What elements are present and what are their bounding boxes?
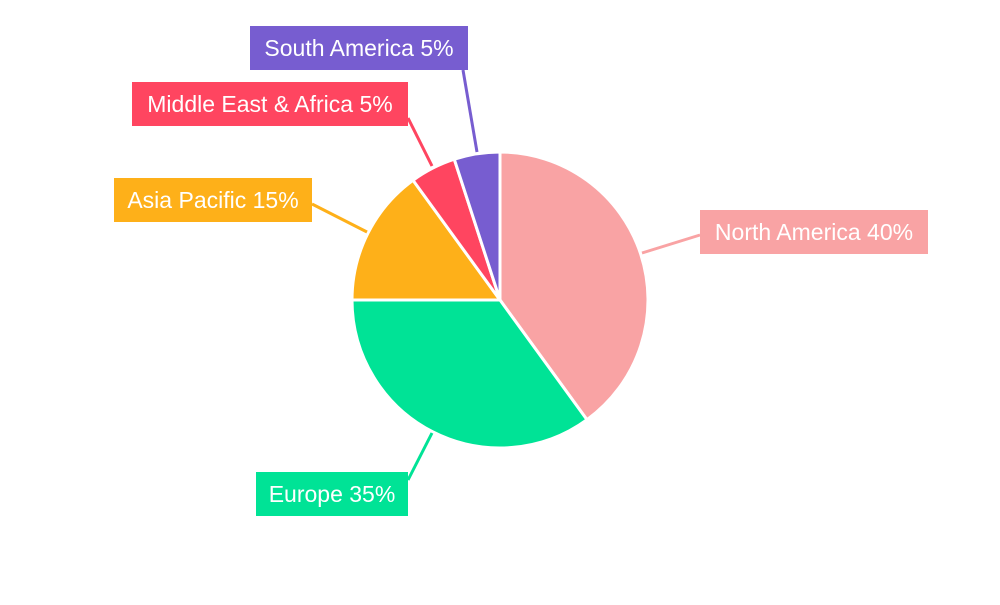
leader-line-asia-pacific [311, 202, 368, 234]
label-box-asia-pacific [114, 178, 312, 222]
data-label-europe: Europe 35% [269, 481, 396, 507]
label-box-europe [256, 472, 408, 516]
leader-line-south-america [461, 69, 479, 153]
label-box-south-america [250, 26, 468, 70]
data-label-asia-pacific: Asia Pacific 15% [127, 187, 298, 213]
data-label-south-america: South America 5% [264, 35, 453, 61]
slice-europe[interactable] [350, 298, 590, 450]
leader-line-middle-east-africa [406, 117, 434, 167]
data-label-middle-east-africa: Middle East & Africa 5% [147, 91, 392, 117]
data-label-north-america: North America 40% [715, 219, 913, 245]
leader-line-north-america [641, 233, 701, 255]
slice-asia-pacific[interactable] [350, 178, 503, 302]
slice-north-america[interactable] [498, 150, 650, 422]
leader-line-europe [406, 432, 434, 481]
label-box-north-america [700, 210, 928, 254]
slice-south-america[interactable] [452, 150, 502, 301]
label-box-middle-east-africa [132, 82, 408, 126]
